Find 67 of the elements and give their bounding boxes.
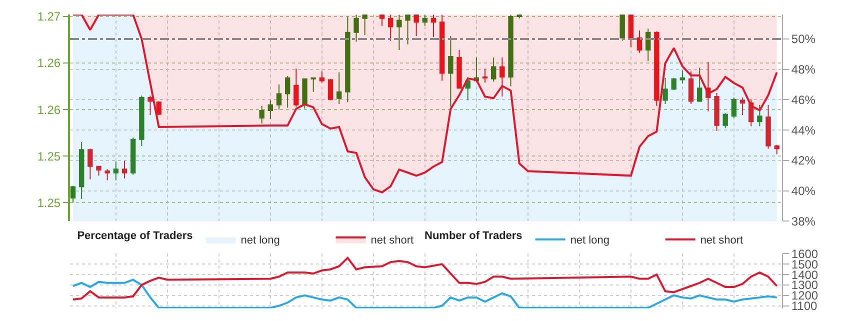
candlestick bbox=[620, 14, 625, 42]
candlestick bbox=[490, 56, 496, 82]
candlestick bbox=[422, 14, 428, 26]
y2-tick-label: 42% bbox=[791, 154, 816, 168]
candlestick bbox=[508, 14, 514, 87]
candlestick bbox=[310, 77, 316, 92]
candlestick bbox=[294, 68, 299, 108]
candlestick bbox=[345, 16, 350, 103]
legend-label: net long bbox=[240, 234, 280, 247]
candlestick bbox=[396, 14, 402, 51]
legend-label: net short bbox=[700, 234, 744, 247]
candlestick bbox=[104, 168, 110, 181]
y-tick-label: 1.26 bbox=[37, 56, 61, 70]
y2-tick-label: 38% bbox=[791, 214, 816, 228]
y2-tick-label: 50% bbox=[791, 32, 816, 46]
candlestick bbox=[268, 100, 274, 120]
candlestick bbox=[688, 70, 694, 104]
candlestick bbox=[259, 105, 264, 124]
candlestick bbox=[156, 100, 162, 116]
candlestick bbox=[148, 95, 153, 116]
candlestick bbox=[654, 30, 660, 106]
candlestick bbox=[671, 78, 676, 91]
candlestick bbox=[276, 84, 282, 110]
line-series bbox=[72, 278, 778, 308]
y2-tick-label: 44% bbox=[791, 123, 816, 138]
candlestick bbox=[319, 70, 325, 84]
candlestick bbox=[697, 67, 702, 102]
candlestick bbox=[448, 36, 454, 108]
y2-tick-label: 40% bbox=[791, 184, 816, 198]
y2-tick-label: 46% bbox=[791, 92, 816, 107]
candlestick bbox=[766, 104, 771, 150]
candlestick bbox=[336, 72, 342, 104]
legend-label: net long bbox=[570, 234, 610, 247]
candlestick bbox=[354, 14, 359, 42]
candlestick bbox=[722, 114, 728, 129]
y-tick-label: 1.25 bbox=[37, 149, 61, 164]
candlestick bbox=[757, 104, 762, 127]
candlestick bbox=[328, 78, 334, 101]
candlestick bbox=[714, 92, 720, 132]
y-tick-label: 1.26 bbox=[37, 102, 61, 117]
candlestick bbox=[482, 68, 488, 84]
candlestick bbox=[740, 96, 746, 116]
candlestick bbox=[645, 28, 651, 62]
legend-title: Number of Traders bbox=[424, 230, 522, 242]
line-series bbox=[72, 256, 778, 301]
candlestick bbox=[88, 148, 93, 180]
candlestick bbox=[628, 14, 634, 48]
candlestick bbox=[284, 76, 290, 108]
legend-title: Percentage of Traders bbox=[77, 230, 193, 242]
candlestick bbox=[379, 14, 385, 26]
legend-label: net short bbox=[370, 234, 414, 247]
candlestick bbox=[774, 144, 780, 155]
candlestick bbox=[439, 14, 445, 82]
y-tick-label: 1.27 bbox=[37, 10, 61, 24]
candlestick bbox=[414, 14, 419, 37]
candlestick bbox=[430, 14, 436, 38]
candlestick bbox=[636, 30, 642, 54]
candlestick bbox=[70, 185, 76, 204]
candlestick bbox=[96, 166, 102, 176]
candlestick bbox=[456, 50, 462, 89]
candlestick bbox=[122, 160, 128, 179]
candlestick bbox=[405, 14, 410, 45]
candlestick bbox=[388, 14, 394, 42]
y2-tick-label: 48% bbox=[791, 62, 816, 77]
candlestick bbox=[500, 56, 505, 98]
candlestick bbox=[362, 14, 368, 36]
y-tick-label: 1.25 bbox=[37, 196, 61, 210]
